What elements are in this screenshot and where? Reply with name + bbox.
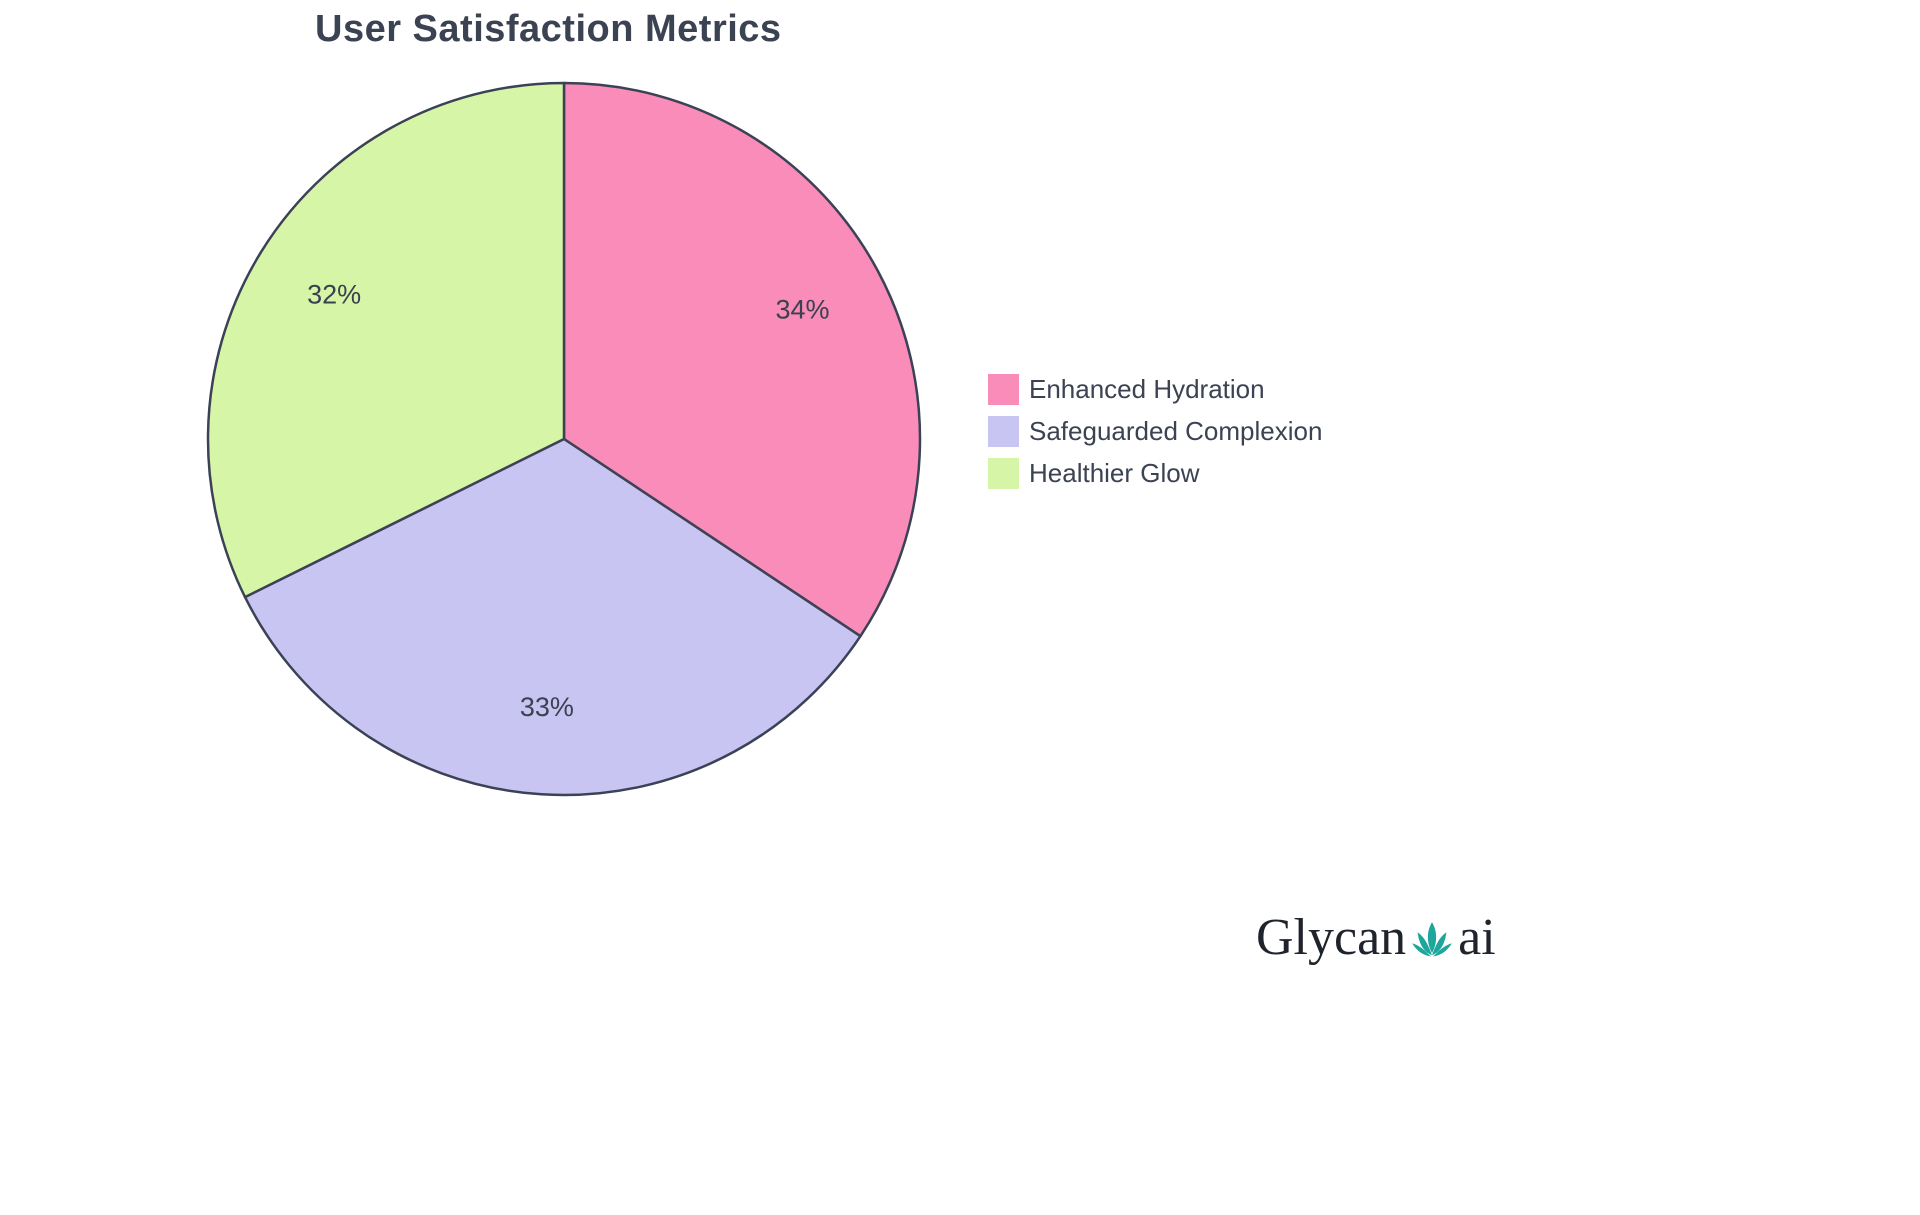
slice-percent-label: 34%: [775, 294, 829, 324]
logo-text-ai: ai: [1458, 909, 1496, 966]
slice-percent-label: 32%: [307, 279, 361, 309]
slice-percent-label: 33%: [520, 692, 574, 722]
legend-label: Healthier Glow: [1029, 458, 1200, 488]
legend-swatch: [988, 374, 1019, 405]
pie-slice-1: [243, 437, 862, 797]
legend: Enhanced Hydration Safeguarded Complexion…: [988, 374, 1322, 489]
pie-chart: 34% 33% 32%: [206, 81, 922, 797]
legend-label: Enhanced Hydration: [1029, 374, 1265, 404]
glycan-ai-logo: Glycan ai: [1256, 908, 1496, 967]
legend-label: Safeguarded Complexion: [1029, 416, 1323, 446]
chart-title: User Satisfaction Metrics: [315, 8, 782, 50]
legend-item-1: Safeguarded Complexion: [988, 416, 1322, 447]
legend-swatch: [988, 458, 1019, 489]
pie-slice-2: [206, 81, 566, 599]
legend-item-0: Enhanced Hydration: [988, 374, 1322, 405]
lotus-icon: [1412, 921, 1452, 956]
legend-swatch: [988, 416, 1019, 447]
legend-item-2: Healthier Glow: [988, 458, 1322, 489]
logo-text-glycan: Glycan: [1256, 909, 1407, 966]
